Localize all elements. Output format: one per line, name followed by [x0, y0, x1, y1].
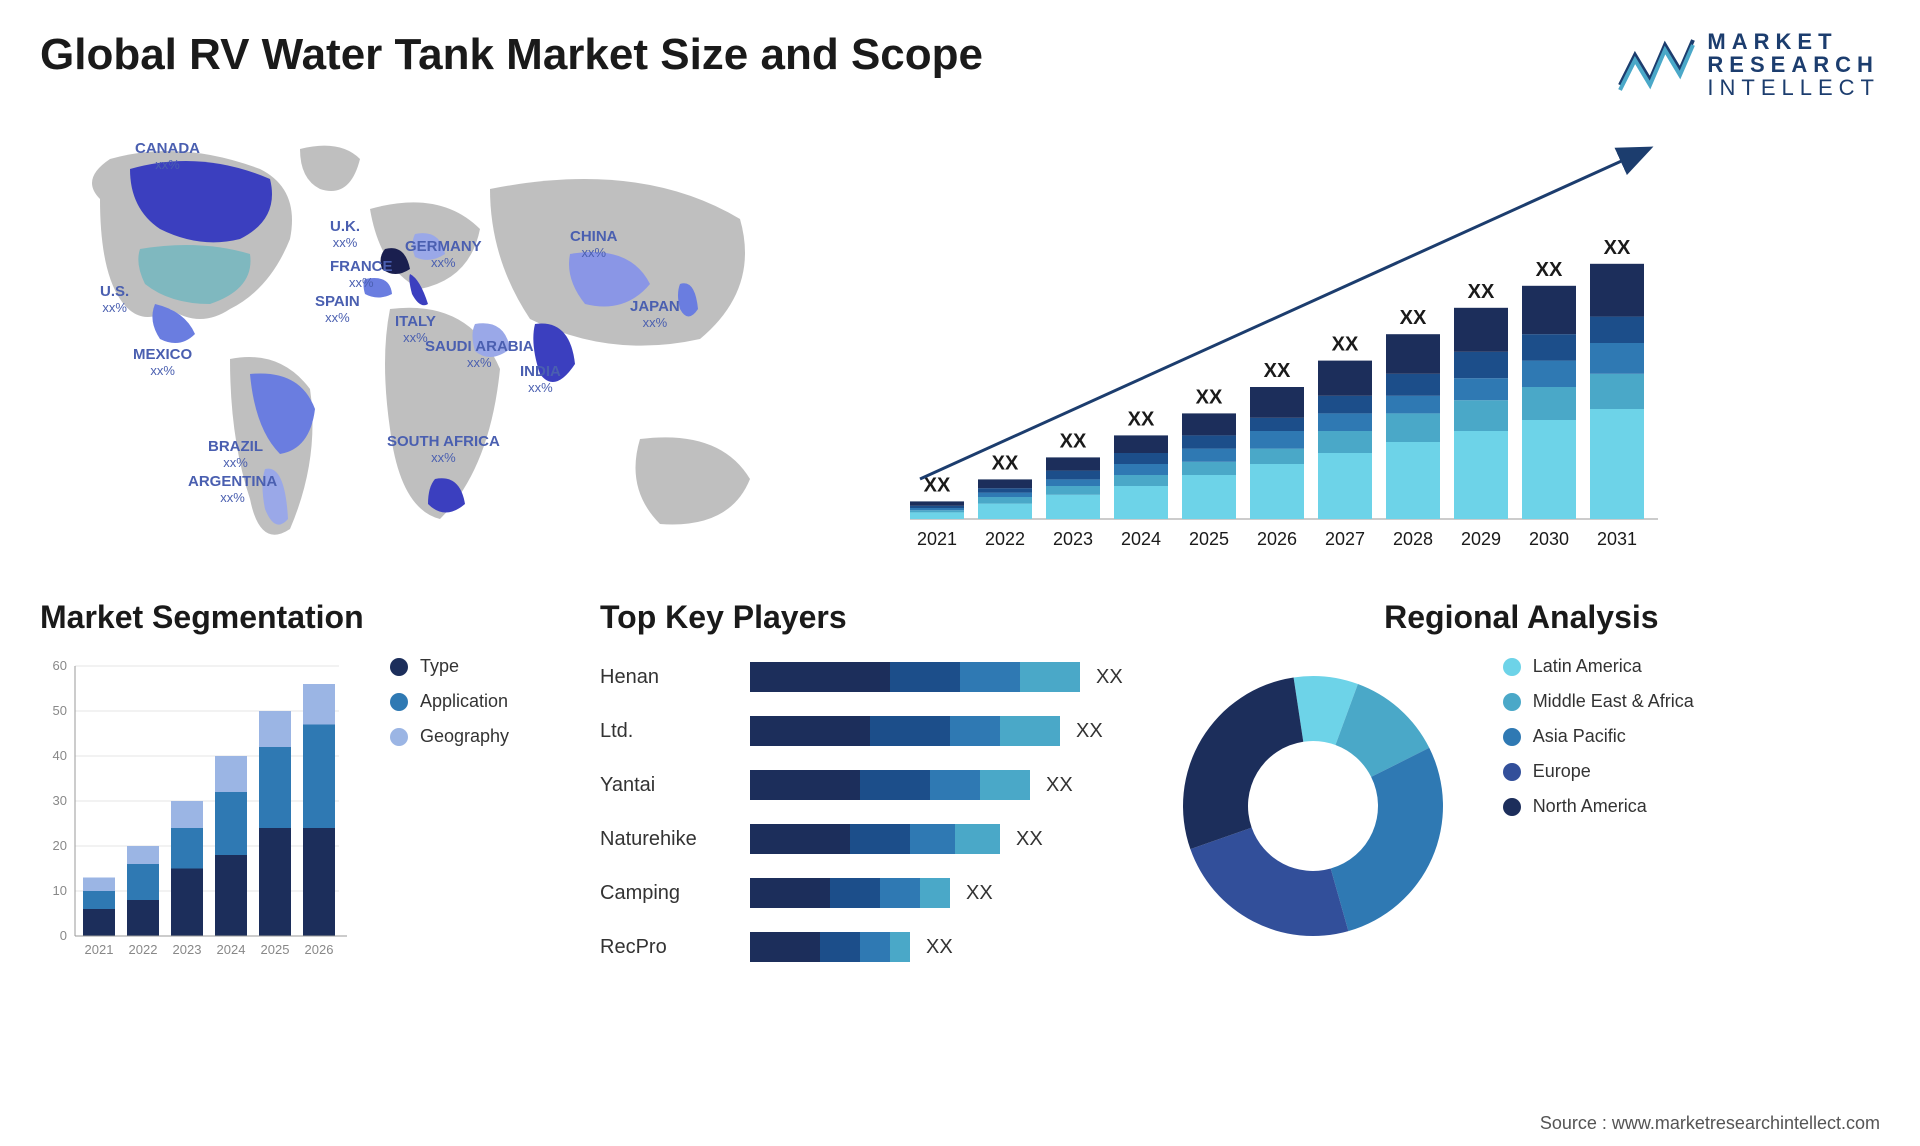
- country-label: SAUDI ARABIAxx%: [425, 339, 534, 370]
- svg-text:2026: 2026: [1257, 529, 1297, 549]
- brand-logo: MARKET RESEARCH INTELLECT: [1615, 30, 1880, 99]
- svg-text:10: 10: [53, 883, 67, 898]
- svg-text:2022: 2022: [985, 529, 1025, 549]
- legend-item: North America: [1503, 796, 1694, 817]
- bottom-row: Market Segmentation 0 10 20 30 40 50 60 2021 202…: [40, 599, 1880, 1119]
- svg-text:2023: 2023: [173, 942, 202, 957]
- svg-text:XX: XX: [992, 453, 1019, 475]
- player-row: YantaiXX: [600, 764, 1123, 806]
- logo-icon: [1615, 35, 1695, 95]
- main-chart-svg: XX 2021 XX 2022 XX 2023 XX 2024 XX 2025 XX 2026 XX 20…: [860, 129, 1880, 559]
- country-label: CHINAxx%: [570, 229, 618, 260]
- svg-text:2021: 2021: [917, 529, 957, 549]
- player-row: CampingXX: [600, 872, 1123, 914]
- country-label: U.K.xx%: [330, 219, 360, 250]
- segmentation-legend: Type Application Geography: [390, 656, 509, 966]
- country-label: GERMANYxx%: [405, 239, 482, 270]
- legend-item: Middle East & Africa: [1503, 691, 1694, 712]
- svg-text:2025: 2025: [1189, 529, 1229, 549]
- country-label: SOUTH AFRICAxx%: [387, 434, 500, 465]
- legend-item: Europe: [1503, 761, 1694, 782]
- svg-text:60: 60: [53, 658, 67, 673]
- svg-text:2029: 2029: [1461, 529, 1501, 549]
- svg-text:40: 40: [53, 748, 67, 763]
- svg-text:50: 50: [53, 703, 67, 718]
- legend-item: Asia Pacific: [1503, 726, 1694, 747]
- svg-text:XX: XX: [1196, 387, 1223, 409]
- svg-text:XX: XX: [1128, 409, 1155, 431]
- svg-text:XX: XX: [924, 475, 951, 497]
- svg-text:2024: 2024: [217, 942, 246, 957]
- svg-text:2031: 2031: [1597, 529, 1637, 549]
- players-panel: Top Key Players HenanXX Ltd.XX YantaiXX Nat…: [600, 599, 1123, 1119]
- svg-text:2028: 2028: [1393, 529, 1433, 549]
- svg-text:XX: XX: [1536, 259, 1563, 281]
- legend-item: Type: [390, 656, 509, 677]
- country-label: ARGENTINAxx%: [188, 474, 277, 505]
- segmentation-title: Market Segmentation: [40, 599, 560, 636]
- svg-text:XX: XX: [1400, 307, 1427, 329]
- legend-item: Latin America: [1503, 656, 1694, 677]
- page-title: Global RV Water Tank Market Size and Sco…: [40, 30, 983, 80]
- country-label: INDIAxx%: [520, 364, 561, 395]
- logo-text: MARKET RESEARCH INTELLECT: [1707, 30, 1880, 99]
- players-list: HenanXX Ltd.XX YantaiXX NaturehikeXX Camping…: [600, 656, 1123, 968]
- country-label: CANADAxx%: [135, 141, 200, 172]
- segmentation-panel: Market Segmentation 0 10 20 30 40 50 60 2021 202…: [40, 599, 560, 1119]
- svg-text:20: 20: [53, 838, 67, 853]
- svg-text:30: 30: [53, 793, 67, 808]
- svg-text:XX: XX: [1468, 281, 1495, 303]
- player-row: HenanXX: [600, 656, 1123, 698]
- segmentation-chart: 0 10 20 30 40 50 60 2021 2022 2023 2024 2025 2026: [40, 656, 360, 966]
- svg-text:2024: 2024: [1121, 529, 1161, 549]
- svg-text:XX: XX: [1264, 360, 1291, 382]
- header: Global RV Water Tank Market Size and Sco…: [40, 30, 1880, 99]
- regional-donut: [1163, 656, 1463, 956]
- svg-text:2023: 2023: [1053, 529, 1093, 549]
- legend-item: Application: [390, 691, 509, 712]
- svg-text:0: 0: [60, 928, 67, 943]
- player-row: Ltd.XX: [600, 710, 1123, 752]
- svg-text:2021: 2021: [85, 942, 114, 957]
- top-row: CANADAxx% U.S.xx% MEXICOxx% BRAZILxx% ARGENT…: [40, 129, 1880, 559]
- regional-legend: Latin America Middle East & Africa Asia Pa…: [1503, 656, 1694, 831]
- svg-text:2030: 2030: [1529, 529, 1569, 549]
- player-row: RecProXX: [600, 926, 1123, 968]
- main-chart: XX 2021 XX 2022 XX 2023 XX 2024 XX 2025 XX 2026 XX 20…: [860, 129, 1880, 559]
- player-row: NaturehikeXX: [600, 818, 1123, 860]
- country-label: SPAINxx%: [315, 294, 360, 325]
- regional-title: Regional Analysis: [1163, 599, 1880, 636]
- country-label: JAPANxx%: [630, 299, 680, 330]
- world-map: CANADAxx% U.S.xx% MEXICOxx% BRAZILxx% ARGENT…: [40, 129, 800, 559]
- svg-text:2027: 2027: [1325, 529, 1365, 549]
- svg-text:XX: XX: [1332, 334, 1359, 356]
- svg-text:XX: XX: [1060, 431, 1087, 453]
- players-title: Top Key Players: [600, 599, 1123, 636]
- svg-text:2022: 2022: [129, 942, 158, 957]
- legend-item: Geography: [390, 726, 509, 747]
- source-text: Source : www.marketresearchintellect.com: [1540, 1113, 1880, 1134]
- svg-text:XX: XX: [1604, 237, 1631, 259]
- country-label: FRANCExx%: [330, 259, 393, 290]
- country-label: MEXICOxx%: [133, 347, 192, 378]
- svg-text:2025: 2025: [261, 942, 290, 957]
- regional-panel: Regional Analysis Latin America Middle Ea…: [1163, 599, 1880, 1119]
- svg-text:2026: 2026: [305, 942, 334, 957]
- country-label: U.S.xx%: [100, 284, 129, 315]
- country-label: BRAZILxx%: [208, 439, 263, 470]
